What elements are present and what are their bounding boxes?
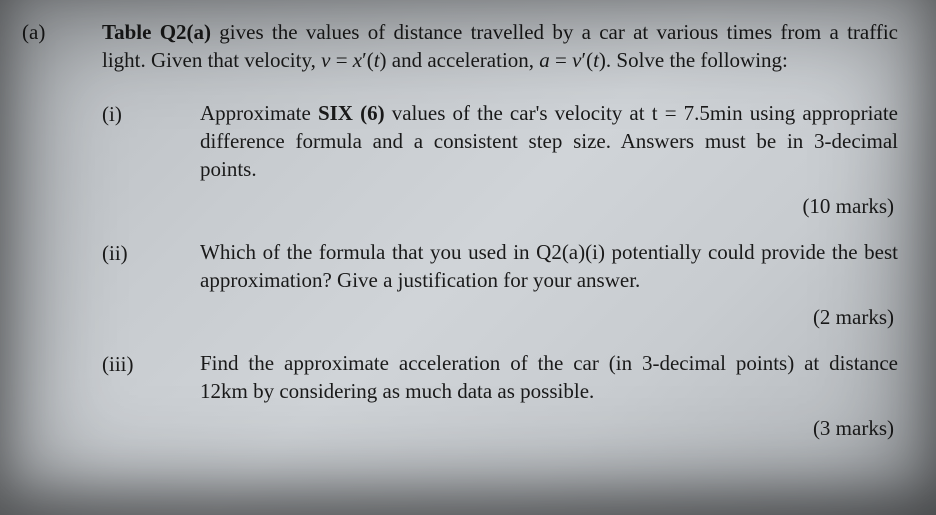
sub-items: (i) Approximate SIX (6) values of the ca… xyxy=(102,99,898,442)
question-main-row: (a) Table Q2(a) gives the values of dist… xyxy=(22,18,898,460)
subpart-i-label: (i) xyxy=(102,99,200,128)
subpart-i-text: Approximate SIX (6) values of the car's … xyxy=(200,99,898,184)
part-label-a: (a) xyxy=(22,18,102,45)
subpart-ii-text: Which of the formula that you used in Q2… xyxy=(200,238,898,295)
intro-text: Table Q2(a) gives the values of distance… xyxy=(102,18,898,75)
main-content: Table Q2(a) gives the values of distance… xyxy=(102,18,898,460)
subpart-iii-row: (iii) Find the approximate acceleration … xyxy=(102,349,898,406)
subpart-i-row: (i) Approximate SIX (6) values of the ca… xyxy=(102,99,898,184)
subpart-iii-label: (iii) xyxy=(102,349,200,378)
subpart-ii-label: (ii) xyxy=(102,238,200,267)
subpart-ii-row: (ii) Which of the formula that you used … xyxy=(102,238,898,295)
subpart-iii-text: Find the approximate acceleration of the… xyxy=(200,349,898,406)
exam-page: (a) Table Q2(a) gives the values of dist… xyxy=(22,18,898,460)
subpart-i-marks: (10 marks) xyxy=(102,192,898,220)
subpart-iii-marks: (3 marks) xyxy=(102,414,898,442)
subpart-ii-marks: (2 marks) xyxy=(102,303,898,331)
